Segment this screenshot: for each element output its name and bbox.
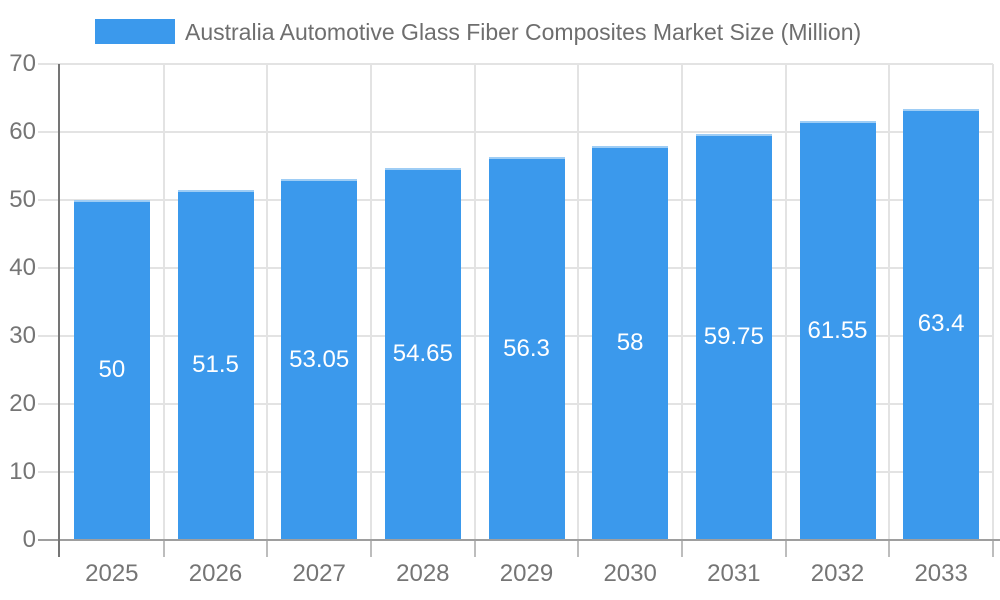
x-axis-tick [784, 540, 787, 557]
x-gridline [577, 64, 580, 540]
y-axis-label: 40 [9, 254, 36, 281]
y-gridline [38, 131, 993, 133]
x-axis-line [38, 539, 1000, 541]
x-gridline [888, 64, 891, 540]
x-axis-tick [473, 540, 476, 557]
x-gridline [162, 64, 165, 540]
bar-2026[interactable] [177, 189, 254, 540]
x-axis-tick [888, 540, 891, 557]
bar-value-label: 56.3 [503, 334, 550, 362]
y-axis-label: 70 [9, 50, 36, 77]
x-axis-tick [370, 540, 372, 557]
bar-value-label: 51.5 [192, 350, 239, 378]
x-gridline [473, 64, 476, 540]
bar-2029[interactable] [488, 157, 565, 540]
bar-2032[interactable] [799, 121, 876, 540]
legend[interactable]: Australia Automotive Glass Fiber Composi… [0, 0, 1000, 60]
bar-value-label: 61.55 [807, 316, 868, 344]
bar-value-label: 54.65 [392, 340, 453, 368]
legend-swatch [95, 19, 175, 44]
x-axis-label: 2032 [810, 560, 865, 587]
y-axis-line [58, 64, 60, 557]
bar-2033[interactable] [903, 108, 980, 540]
bar-2031[interactable] [695, 133, 772, 540]
x-gridline [992, 64, 994, 540]
y-axis-label: 20 [9, 390, 36, 417]
x-gridline [266, 64, 269, 540]
x-axis-tick [681, 540, 683, 557]
x-axis-label: 2027 [292, 560, 346, 587]
x-axis-label: 2029 [499, 560, 554, 587]
x-axis-tick [577, 540, 580, 557]
bar-value-label: 58 [616, 328, 644, 356]
x-axis-tick [266, 540, 269, 557]
x-axis-label: 2025 [85, 560, 139, 587]
x-axis-tick [992, 540, 994, 557]
y-axis-label: 30 [9, 322, 36, 349]
y-axis-label: 10 [9, 458, 36, 485]
x-axis-label: 2030 [603, 560, 657, 587]
x-gridline [784, 64, 787, 540]
bar-2030[interactable] [592, 145, 669, 540]
y-gridline [38, 63, 993, 65]
x-axis-label: 2026 [188, 560, 243, 587]
x-axis-tick [162, 540, 165, 557]
y-axis-label: 0 [22, 526, 36, 553]
x-axis-label: 2033 [914, 560, 968, 587]
x-gridline [681, 64, 683, 540]
bar-2025[interactable] [73, 200, 150, 540]
y-axis-label: 50 [9, 186, 36, 213]
bar-2027[interactable] [281, 179, 358, 540]
bar-value-label: 63.4 [917, 310, 965, 338]
x-axis-label: 2031 [707, 560, 761, 587]
legend-label: Australia Automotive Glass Fiber Composi… [185, 19, 862, 45]
bar-value-label: 50 [98, 356, 126, 383]
bar-value-label: 59.75 [703, 322, 764, 350]
y-axis-label: 60 [9, 118, 36, 145]
bar-2028[interactable] [384, 168, 461, 540]
x-axis-label: 2028 [396, 560, 450, 587]
bar-value-label: 53.05 [289, 345, 350, 373]
x-gridline [370, 64, 372, 540]
